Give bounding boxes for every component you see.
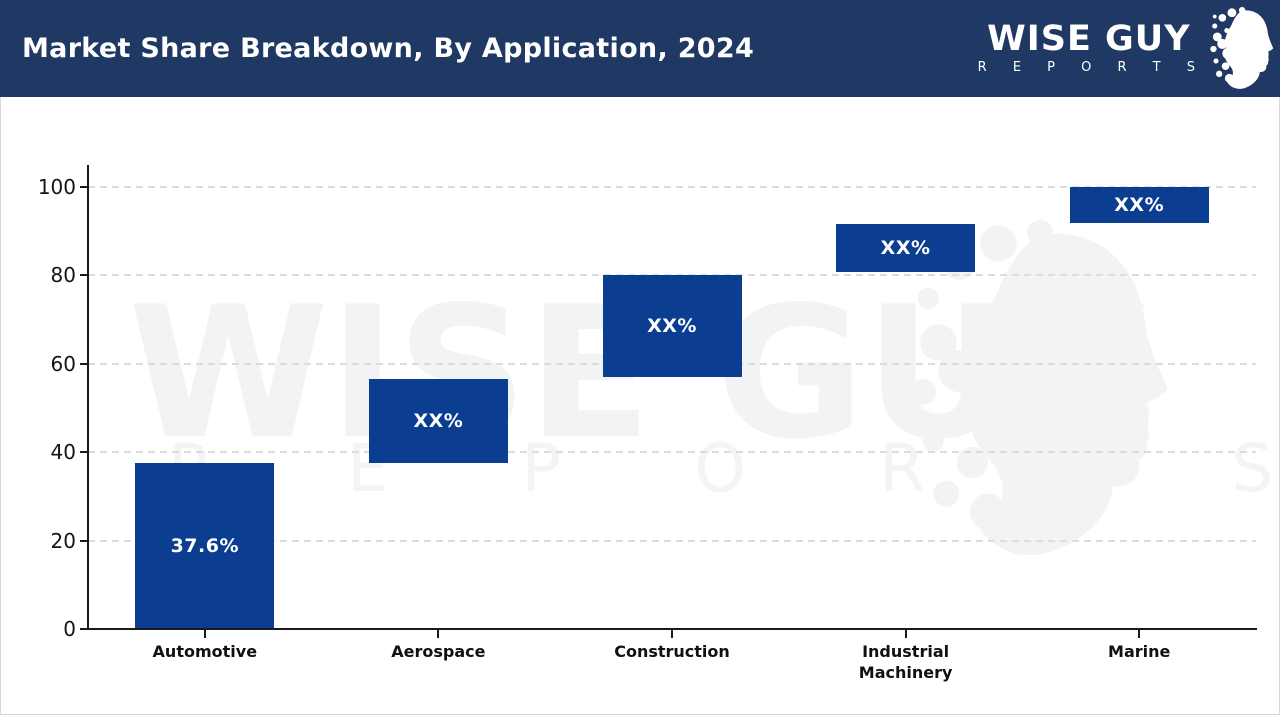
y-tick-label-80: 80 xyxy=(50,263,76,287)
y-tick-mark-60 xyxy=(80,362,88,365)
y-tick-label-100: 100 xyxy=(37,174,76,199)
bar-value-label-marine: XX% xyxy=(1114,193,1165,216)
gridline-20 xyxy=(88,539,1256,542)
x-category-label-aerospace: Aerospace xyxy=(391,642,486,661)
bar-value-label-automotive: 37.6% xyxy=(170,535,239,558)
bar-aerospace: XX% xyxy=(368,378,508,463)
wiseguy-logo: WISE GUY R E P O R T S xyxy=(972,0,1280,97)
bar-value-label-aerospace: XX% xyxy=(413,409,464,432)
bar-industrial-machinery: XX% xyxy=(836,224,976,273)
bar-construction: XX% xyxy=(602,275,742,378)
x-tick-mark-automotive xyxy=(203,630,206,638)
bar-automotive: 37.6% xyxy=(135,462,275,630)
x-tick-mark-marine xyxy=(1138,630,1141,638)
bar-marine: XX% xyxy=(1069,186,1209,224)
y-tick-label-40: 40 xyxy=(50,440,76,464)
logo-primary-text: WISE GUY xyxy=(987,19,1191,59)
y-axis-line xyxy=(87,165,89,630)
x-category-label-marine: Marine xyxy=(1108,642,1171,661)
y-tick-mark-40 xyxy=(80,451,88,453)
bar-value-label-construction: XX% xyxy=(647,315,697,338)
x-category-label-construction: Construction xyxy=(614,642,730,661)
x-category-label-automotive: Automotive xyxy=(152,642,258,661)
wiseguy-face-icon xyxy=(1208,7,1280,91)
y-tick-label-0: 0 xyxy=(63,617,76,641)
x-tick-mark-construction xyxy=(671,630,673,638)
y-tick-mark-100 xyxy=(80,185,88,188)
y-tick-mark-80 xyxy=(80,274,88,276)
page-title: Market Share Breakdown, By Application, … xyxy=(22,33,755,64)
logo-text: WISE GUY R E P O R T S xyxy=(972,19,1206,76)
logo-secondary-text: R E P O R T S xyxy=(977,60,1206,75)
x-tick-mark-aerospace xyxy=(437,630,440,638)
x-category-label-industrial-machinery: Industrial Machinery xyxy=(858,642,953,682)
x-tick-mark-industrial-machinery xyxy=(904,630,907,638)
page-bottom-border xyxy=(0,714,1280,715)
y-tick-label-20: 20 xyxy=(50,528,76,553)
gridline-40 xyxy=(88,451,1256,453)
y-tick-label-60: 60 xyxy=(50,351,76,376)
bar-value-label-industrial-machinery: XX% xyxy=(880,237,931,260)
y-tick-mark-20 xyxy=(80,539,88,542)
gridline-100 xyxy=(88,185,1256,188)
x-axis-line xyxy=(87,628,1257,630)
y-tick-mark-0 xyxy=(80,628,88,630)
header-bar: Market Share Breakdown, By Application, … xyxy=(0,0,1280,97)
